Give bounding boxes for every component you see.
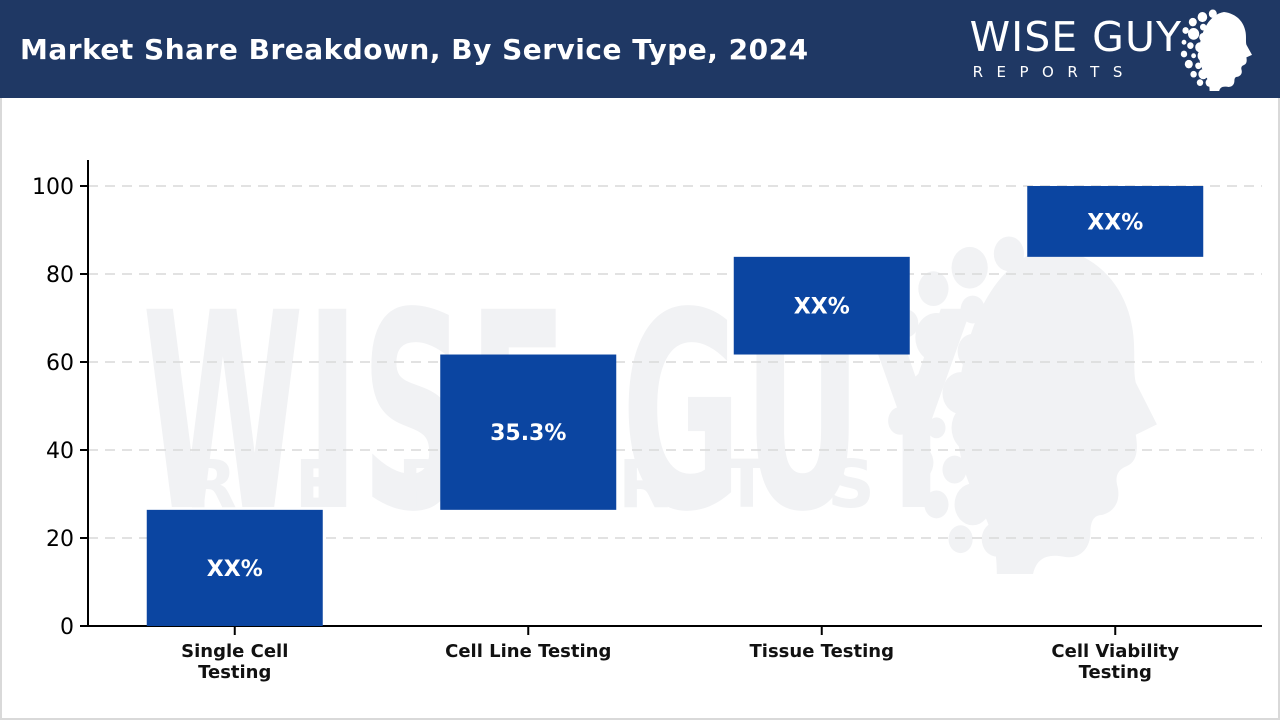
- bar-value-label: 35.3%: [490, 421, 566, 446]
- x-category-label: Testing: [1079, 662, 1152, 683]
- logo-text: WISE GUY REPORTS: [969, 13, 1182, 82]
- bar-value-label: XX%: [1087, 210, 1143, 235]
- wise-guy-reports-logo: WISE GUY REPORTS: [970, 7, 1256, 91]
- y-tick-label: 80: [46, 263, 74, 288]
- y-tick-label: 0: [60, 615, 74, 640]
- chart-bar: [146, 509, 323, 626]
- logo-name: WISE GUY: [969, 13, 1182, 61]
- x-category-label: Cell Viability: [1051, 641, 1179, 662]
- bar-value-label: XX%: [794, 295, 850, 320]
- dotted-head-logo-icon: [1180, 9, 1252, 91]
- x-category-label: Cell Line Testing: [445, 641, 611, 662]
- chart-bar: [440, 354, 617, 510]
- header-bar: Market Share Breakdown, By Service Type,…: [0, 0, 1280, 98]
- chart-bar: [733, 256, 910, 355]
- logo-tagline: REPORTS: [972, 63, 1136, 81]
- bar-value-label: XX%: [207, 557, 263, 582]
- y-tick-label: 20: [46, 527, 74, 552]
- y-tick-label: 100: [32, 175, 74, 200]
- x-category-label: Tissue Testing: [750, 641, 894, 662]
- x-category-label: Testing: [198, 662, 271, 683]
- y-tick-label: 40: [46, 439, 74, 464]
- x-category-label: Single Cell: [181, 641, 288, 662]
- y-tick-label: 60: [46, 351, 74, 376]
- chart-title: Market Share Breakdown, By Service Type,…: [20, 32, 809, 66]
